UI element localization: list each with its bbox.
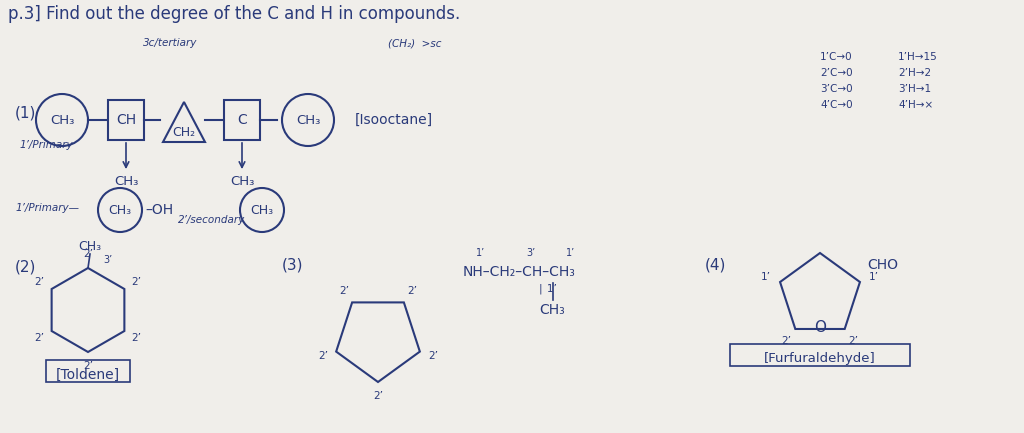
Text: CHO: CHO <box>867 258 898 272</box>
Text: 2’: 2’ <box>781 336 792 346</box>
Text: 2’: 2’ <box>339 286 349 296</box>
Text: (2): (2) <box>15 260 37 275</box>
Text: 2’: 2’ <box>131 333 141 343</box>
Text: (4): (4) <box>705 258 726 273</box>
Text: 4’H→×: 4’H→× <box>898 100 933 110</box>
Text: 2’: 2’ <box>373 391 383 401</box>
Text: 2’H→2: 2’H→2 <box>898 68 931 78</box>
Text: 2’: 2’ <box>408 286 417 296</box>
Text: NH–CH₂–CH–CH₃: NH–CH₂–CH–CH₃ <box>463 265 575 279</box>
Text: (CH₂)  >sc: (CH₂) >sc <box>388 38 441 48</box>
Text: 2’: 2’ <box>83 249 93 259</box>
Text: 3’: 3’ <box>526 248 536 258</box>
Text: O: O <box>814 320 826 335</box>
Text: CH: CH <box>116 113 136 127</box>
Text: CH₂: CH₂ <box>172 126 196 139</box>
Text: 1’/Primary: 1’/Primary <box>20 140 74 150</box>
Text: 2’: 2’ <box>83 361 93 371</box>
Text: C: C <box>238 113 247 127</box>
Text: CH₃: CH₃ <box>79 240 101 253</box>
Text: CH₃: CH₃ <box>296 113 321 126</box>
Text: 3c/tertiary: 3c/tertiary <box>142 38 198 48</box>
Text: [Toldene]: [Toldene] <box>56 368 120 382</box>
Text: CH₃: CH₃ <box>539 303 565 317</box>
Text: 3’C→0: 3’C→0 <box>820 84 853 94</box>
Text: 2’: 2’ <box>849 336 858 346</box>
Text: 2’: 2’ <box>317 351 328 361</box>
Text: CH₃: CH₃ <box>114 175 138 188</box>
Text: 2’C→0: 2’C→0 <box>820 68 853 78</box>
Text: [Furfuraldehyde]: [Furfuraldehyde] <box>764 352 876 365</box>
Text: –OH: –OH <box>145 203 173 217</box>
Text: 2’: 2’ <box>35 277 44 287</box>
Text: 2’/secondary: 2’/secondary <box>178 215 246 225</box>
Text: 1’: 1’ <box>566 248 575 258</box>
Text: 1’/Primary—: 1’/Primary— <box>15 203 79 213</box>
Text: [Isooctane]: [Isooctane] <box>355 113 433 127</box>
Text: CH₃: CH₃ <box>229 175 254 188</box>
Text: 1’: 1’ <box>761 272 771 282</box>
Text: 1’: 1’ <box>476 248 485 258</box>
Text: 3’H→1: 3’H→1 <box>898 84 931 94</box>
Text: CH₃: CH₃ <box>50 113 74 126</box>
Text: CH₃: CH₃ <box>251 204 273 216</box>
Text: (1): (1) <box>15 105 37 120</box>
Text: 1’C→0: 1’C→0 <box>820 52 853 62</box>
Text: 1’: 1’ <box>869 272 880 282</box>
Text: (3): (3) <box>282 258 303 273</box>
Text: 3’: 3’ <box>103 255 113 265</box>
Text: CH₃: CH₃ <box>109 204 131 216</box>
Text: 4’C→0: 4’C→0 <box>820 100 853 110</box>
Text: 2’: 2’ <box>35 333 44 343</box>
Text: p.3] Find out the degree of the C and H in compounds.: p.3] Find out the degree of the C and H … <box>8 5 460 23</box>
Text: |  1’: | 1’ <box>539 283 557 294</box>
Text: 1’H→15: 1’H→15 <box>898 52 938 62</box>
Text: 2’: 2’ <box>131 277 141 287</box>
Text: 2’: 2’ <box>428 351 438 361</box>
